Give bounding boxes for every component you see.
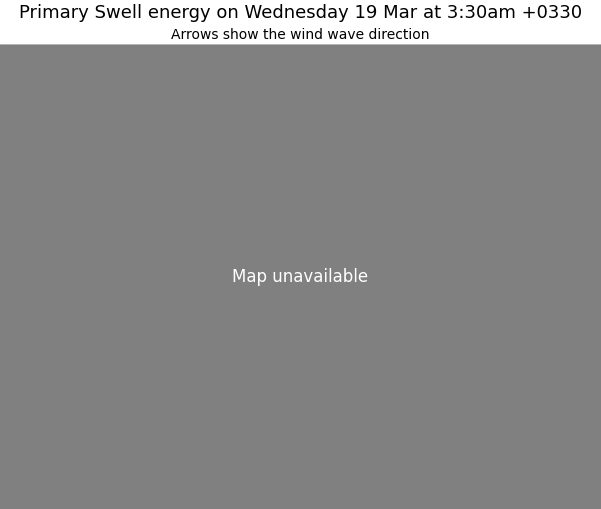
Text: Arrows show the wind wave direction: Arrows show the wind wave direction [171,28,430,42]
Text: Primary Swell energy on Wednesday 19 Mar at 3:30am +0330: Primary Swell energy on Wednesday 19 Mar… [19,5,582,22]
Text: Map unavailable: Map unavailable [233,268,368,286]
